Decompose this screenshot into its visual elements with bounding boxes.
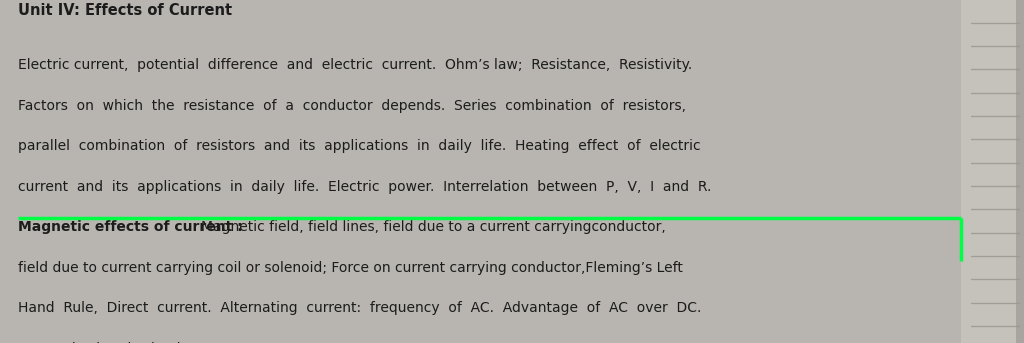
Text: field due to current carrying coil or solenoid; Force on current carrying conduc: field due to current carrying coil or so… xyxy=(18,261,683,275)
Text: Hand  Rule,  Direct  current.  Alternating  current:  frequency  of  AC.  Advant: Hand Rule, Direct current. Alternating c… xyxy=(18,301,701,315)
Text: Electric current,  potential  difference  and  electric  current.  Ohm’s law;  R: Electric current, potential difference a… xyxy=(18,58,692,72)
Text: Domestic electric circuits.: Domestic electric circuits. xyxy=(18,342,198,343)
Text: current  and  its  applications  in  daily  life.  Electric  power.  Interrelati: current and its applications in daily li… xyxy=(18,180,712,194)
Text: Factors  on  which  the  resistance  of  a  conductor  depends.  Series  combina: Factors on which the resistance of a con… xyxy=(18,99,686,113)
Text: Unit IV: Effects of Current: Unit IV: Effects of Current xyxy=(18,3,232,19)
Text: Magnetic field, field lines, field due to a current carryingconductor,: Magnetic field, field lines, field due t… xyxy=(201,220,666,234)
Bar xyxy=(1016,0,1024,343)
Text: parallel  combination  of  resistors  and  its  applications  in  daily  life.  : parallel combination of resistors and it… xyxy=(18,139,701,153)
Text: Magnetic effects of current :: Magnetic effects of current : xyxy=(18,220,248,234)
Bar xyxy=(961,0,1024,343)
